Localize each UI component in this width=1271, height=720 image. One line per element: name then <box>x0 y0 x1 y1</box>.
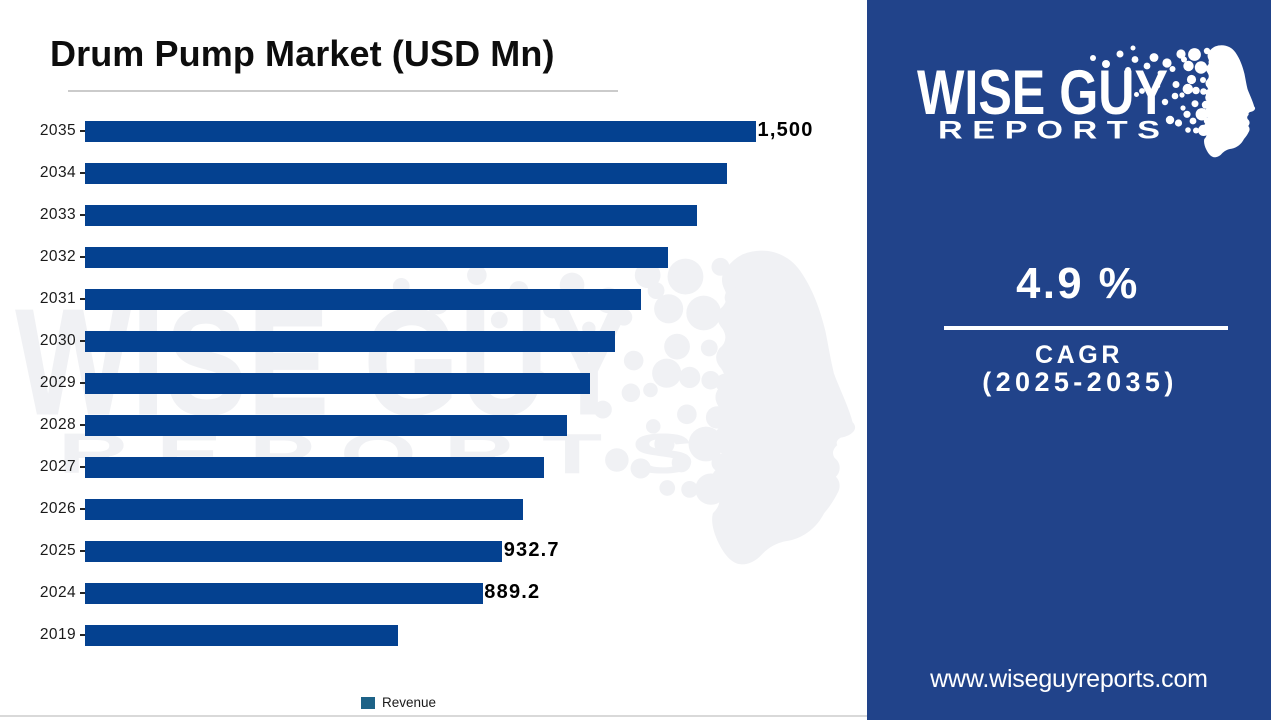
svg-text:R E P O R T S: R E P O R T S <box>938 117 1160 145</box>
